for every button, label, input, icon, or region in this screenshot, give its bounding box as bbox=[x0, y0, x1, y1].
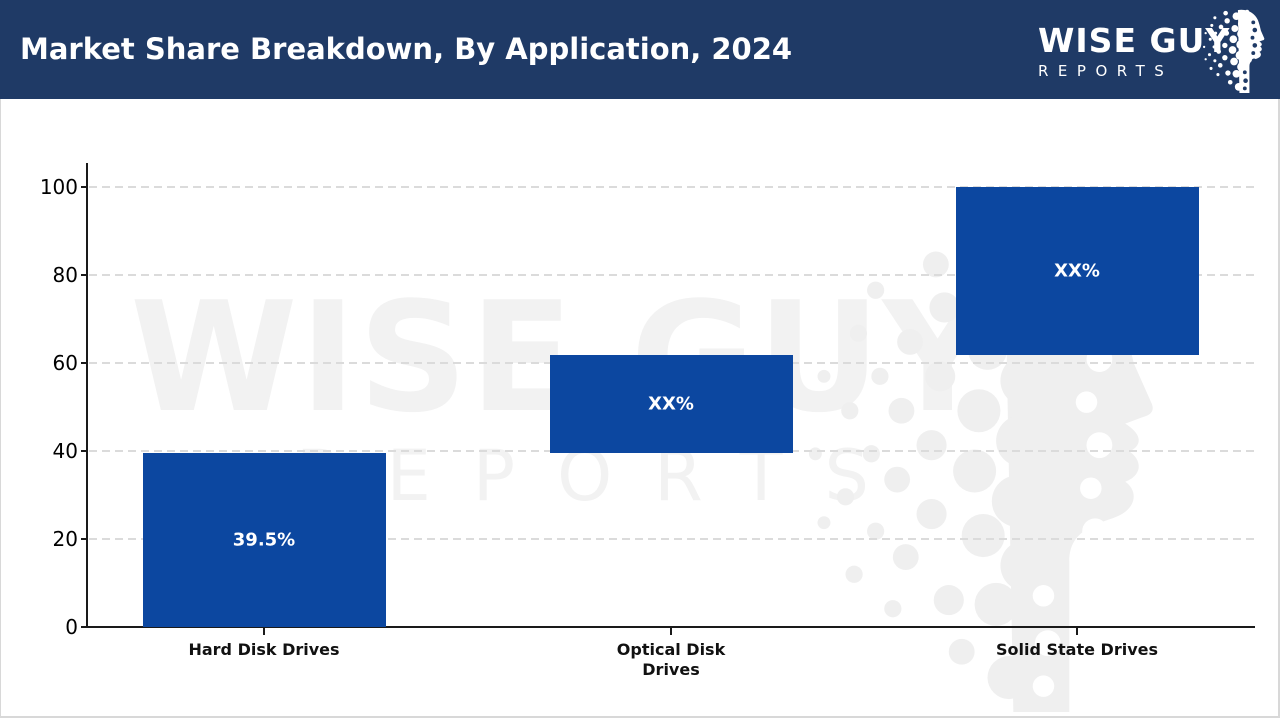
logo-wiseguy-text: WISE GUY bbox=[1038, 21, 1231, 60]
x-axis-tick bbox=[263, 628, 265, 635]
logo-reports-text: REPORTS bbox=[1038, 62, 1174, 80]
y-axis-tick bbox=[81, 186, 88, 188]
y-axis-tick-label: 40 bbox=[52, 439, 78, 463]
bar-segment bbox=[549, 355, 793, 454]
y-axis-line bbox=[86, 163, 88, 628]
y-axis-tick-label: 100 bbox=[39, 175, 78, 199]
x-axis-category-label: Solid State Drives bbox=[917, 640, 1237, 660]
y-gridline bbox=[89, 538, 1255, 540]
y-gridline bbox=[89, 186, 1255, 188]
x-axis-tick bbox=[1076, 628, 1078, 635]
x-axis-category-label: Optical Disk Drives bbox=[511, 640, 831, 680]
wiseguy-logo: WISE GUY REPORTS bbox=[1038, 21, 1231, 82]
bar-value-label: XX% bbox=[1054, 260, 1100, 282]
page-border-right bbox=[1278, 99, 1280, 718]
y-axis-tick-label: 80 bbox=[52, 263, 78, 287]
y-axis-tick bbox=[81, 538, 88, 540]
y-gridline bbox=[89, 274, 1255, 276]
x-axis-line bbox=[86, 626, 1255, 628]
page-border-bottom bbox=[0, 716, 1280, 718]
bar-value-label: 39.5% bbox=[232, 529, 296, 551]
x-axis-category-label-line: Drives bbox=[642, 660, 700, 679]
y-axis-tick bbox=[81, 274, 88, 276]
x-axis-category-label-line: Solid State Drives bbox=[995, 640, 1158, 659]
bar-segment bbox=[142, 453, 386, 627]
page-title: Market Share Breakdown, By Application, … bbox=[20, 32, 793, 66]
wiseguy-face-icon bbox=[1196, 7, 1266, 94]
x-axis-category-label-line: Optical Disk bbox=[616, 640, 726, 659]
x-axis-tick bbox=[670, 628, 672, 635]
header-bar: Market Share Breakdown, By Application, … bbox=[0, 0, 1280, 99]
y-axis-tick-label: 60 bbox=[52, 351, 78, 375]
x-axis-category-label: Hard Disk Drives bbox=[104, 640, 424, 660]
y-axis-tick-label: 0 bbox=[65, 615, 78, 639]
bar-value-label: XX% bbox=[648, 393, 694, 415]
x-axis-category-label-line: Hard Disk Drives bbox=[188, 640, 340, 659]
page-border-left bbox=[0, 99, 1, 718]
y-axis-tick bbox=[81, 626, 88, 628]
y-axis-tick-label: 20 bbox=[52, 527, 78, 551]
y-axis-tick bbox=[81, 450, 88, 452]
y-axis-tick bbox=[81, 362, 88, 364]
